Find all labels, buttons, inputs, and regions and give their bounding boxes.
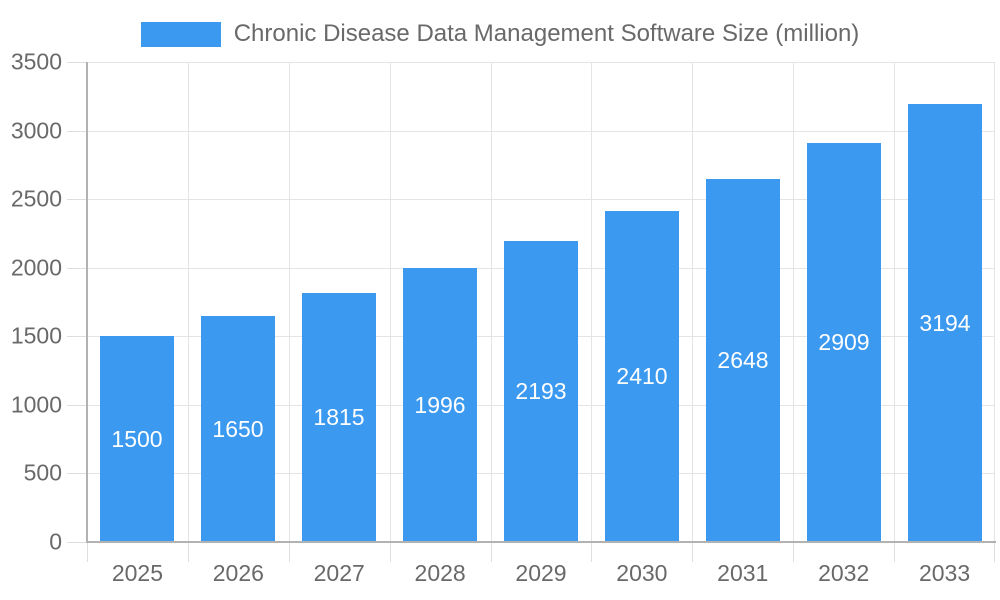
bar[interactable]: 3194: [908, 104, 982, 542]
bar-value-label: 2410: [616, 363, 668, 389]
x-axis-tick-label: 2027: [313, 560, 365, 586]
x-axis-tick-label: 2026: [212, 560, 264, 586]
y-axis-tick-label: 0: [49, 528, 62, 555]
v-gridline: [793, 62, 794, 542]
y-tick: [67, 267, 87, 269]
v-gridline: [390, 62, 391, 542]
y-tick: [67, 130, 87, 132]
y-tick: [67, 336, 87, 338]
x-axis-tick-label: 2030: [616, 560, 668, 586]
bar-value-label: 1650: [212, 415, 264, 442]
x-tick: [894, 542, 895, 562]
bar[interactable]: 2909: [807, 143, 881, 542]
x-axis-tick-label: 2028: [414, 560, 466, 586]
v-gridline: [289, 62, 290, 542]
x-tick: [994, 542, 995, 562]
bar[interactable]: 2410: [605, 211, 679, 542]
y-axis-tick-label: 2000: [10, 254, 62, 281]
x-axis-line: [86, 541, 996, 543]
x-tick: [491, 542, 492, 562]
x-axis-tick-label: 2025: [111, 560, 164, 586]
x-axis-tick-label: 2033: [918, 560, 971, 586]
x-tick: [87, 542, 88, 562]
y-axis-tick-label: 3500: [10, 48, 62, 75]
v-gridline: [591, 62, 592, 542]
y-tick: [67, 62, 87, 63]
y-tick: [67, 542, 87, 543]
bar-value-label: 2193: [515, 378, 567, 404]
y-tick: [67, 473, 87, 475]
x-axis-tick-label: 2032: [818, 560, 870, 586]
y-axis-tick-label: 1500: [10, 322, 62, 349]
y-axis-tick-label: 500: [23, 459, 62, 486]
x-tick: [591, 542, 592, 562]
x-axis-tick-label: 2029: [515, 560, 567, 586]
bar-value-label: 1815: [313, 404, 365, 430]
h-gridline: [87, 130, 995, 132]
v-gridline: [188, 62, 189, 542]
bar[interactable]: 2193: [504, 241, 578, 542]
y-tick: [67, 404, 87, 406]
v-gridline: [692, 62, 693, 542]
x-tick: [289, 542, 290, 562]
x-tick: [188, 542, 189, 562]
legend-label: Chronic Disease Data Management Software…: [233, 20, 860, 47]
bar[interactable]: 1815: [302, 293, 376, 542]
bar[interactable]: 1996: [403, 268, 477, 542]
v-gridline: [894, 62, 895, 542]
legend[interactable]: Chronic Disease Data Management Software…: [0, 0, 1000, 52]
v-gridline: [491, 62, 492, 542]
bar[interactable]: 1650: [201, 316, 275, 542]
bar-value-label: 2648: [717, 347, 769, 373]
x-tick: [692, 542, 693, 562]
legend-swatch: [140, 21, 221, 47]
bar-value-label: 1996: [414, 391, 466, 418]
x-tick: [390, 542, 391, 562]
y-tick: [67, 199, 87, 201]
plot-area: 1500 1650 1815 1996 2193 2410 2648 2909 3194: [67, 62, 996, 562]
bar[interactable]: 2648: [706, 179, 780, 542]
bar-value-label: 3194: [919, 309, 971, 336]
y-axis-tick-label: 3000: [10, 117, 62, 144]
y-axis-tick-label: 2500: [10, 185, 62, 212]
bar-value-label: 1500: [111, 425, 163, 452]
bar[interactable]: 1500: [100, 336, 174, 542]
v-gridline: [994, 62, 995, 542]
y-axis-tick-label: 1000: [10, 391, 62, 418]
y-axis-line: [86, 62, 88, 543]
bar-value-label: 2909: [818, 329, 870, 355]
x-axis-tick-label: 2031: [717, 560, 769, 586]
h-gridline: [87, 62, 995, 63]
h-gridline: [87, 199, 995, 201]
x-tick: [793, 542, 794, 562]
